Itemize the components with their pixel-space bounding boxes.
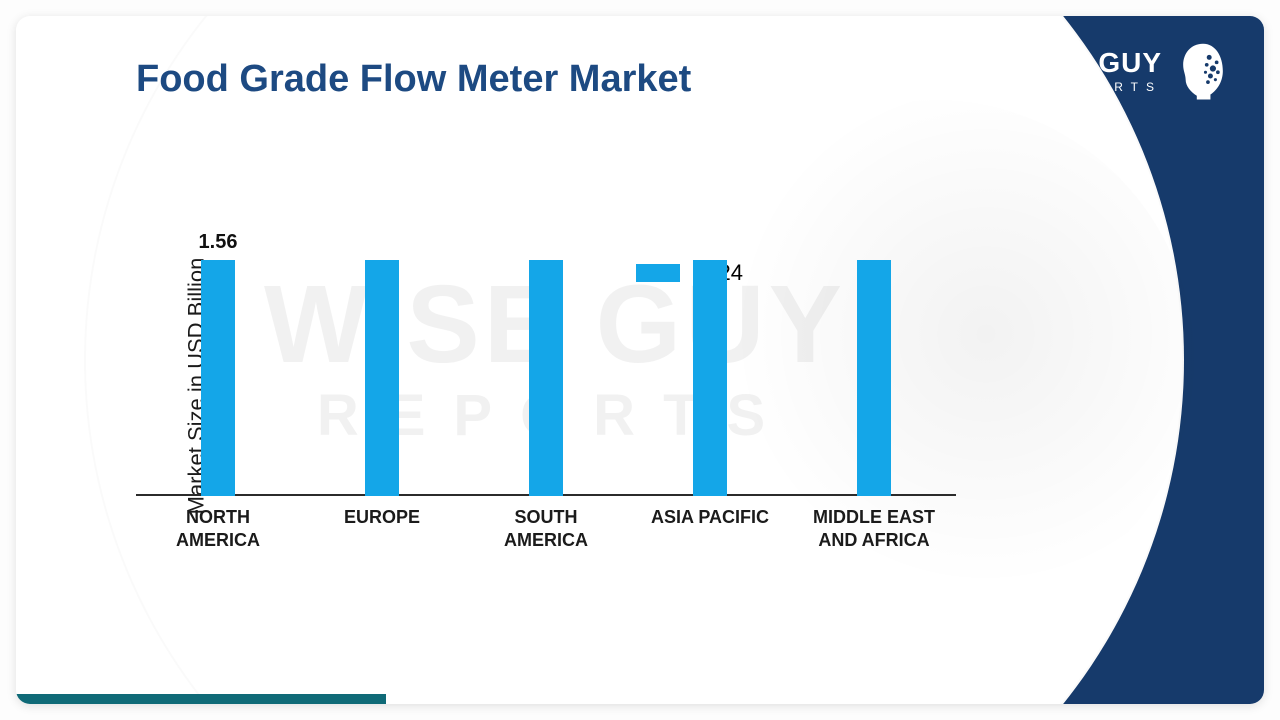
x-label-1: EUROPE (307, 498, 457, 529)
brand-logo: WISE GUY REPORTS (1014, 40, 1234, 102)
x-label-3: ASIA PACIFIC (635, 498, 785, 529)
bar-slot-1 (307, 254, 457, 496)
bar-slot-3 (635, 254, 785, 496)
brand-head-icon (1172, 40, 1234, 102)
bar-value-0: 1.56 (199, 231, 238, 254)
chart-title: Food Grade Flow Meter Market (136, 58, 691, 101)
x-label-2: SOUTH AMERICA (471, 498, 621, 551)
x-labels: NORTH AMERICA EUROPE SOUTH AMERICA ASIA … (136, 498, 956, 616)
bar-2 (529, 260, 563, 496)
bar-slot-2 (471, 254, 621, 496)
brand-line1: WISE GUY (1014, 49, 1162, 77)
chart-area: Market Size in USD Billion 1.56 (116, 156, 956, 616)
chart-card: WISE GUY REPORTS Food Grade Flow Meter M… (16, 16, 1264, 704)
x-label-4: MIDDLE EAST AND AFRICA (799, 498, 949, 551)
plot-area: 1.56 (136, 156, 956, 616)
bottom-edge-accent (16, 694, 386, 704)
brand-line2: REPORTS (1048, 81, 1162, 93)
bar-0 (201, 260, 235, 496)
bar-3 (693, 260, 727, 496)
bars-container: 1.56 (136, 156, 956, 496)
bar-4 (857, 260, 891, 496)
bar-slot-0: 1.56 (143, 231, 293, 496)
bar-slot-4 (799, 254, 949, 496)
bar-1 (365, 260, 399, 496)
x-label-0: NORTH AMERICA (143, 498, 293, 551)
